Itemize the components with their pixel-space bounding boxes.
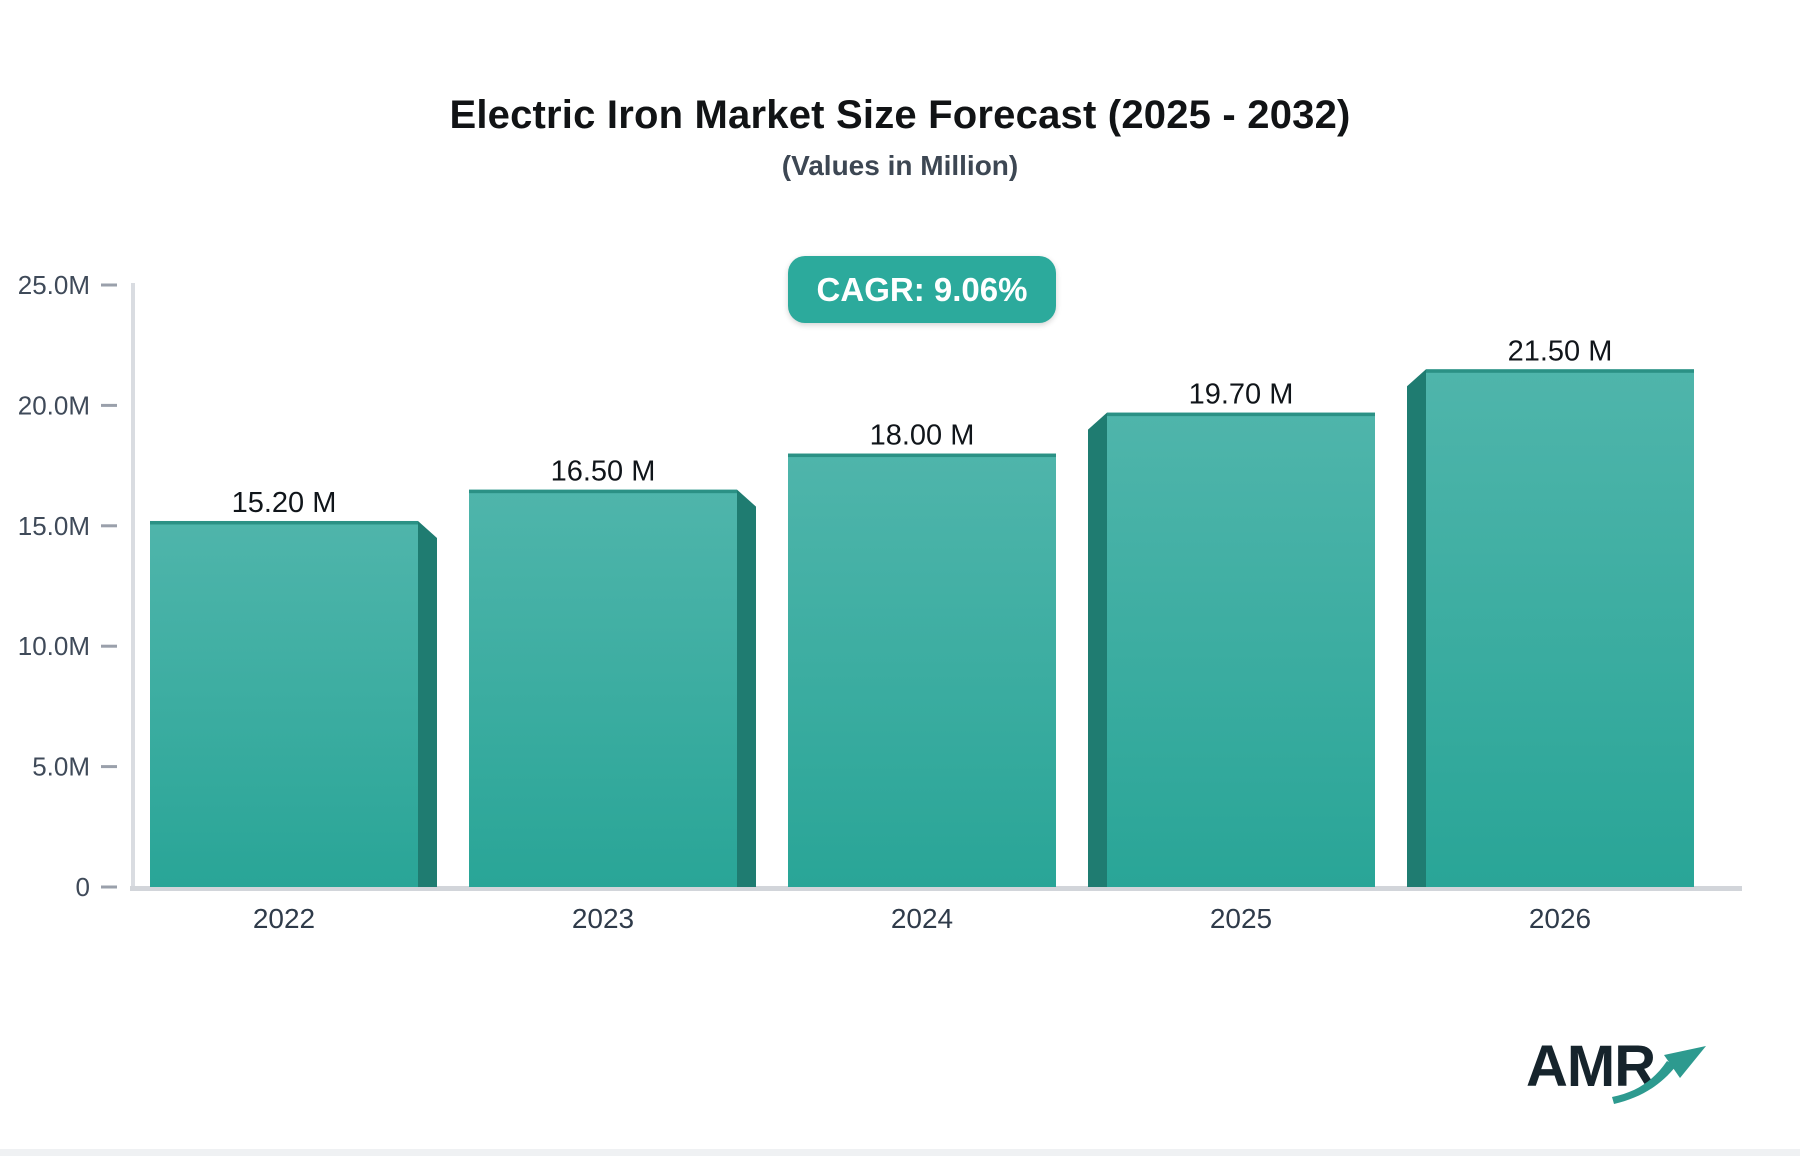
bar-value-label: 19.70 M [1189, 379, 1294, 411]
x-axis-label: 2023 [572, 903, 634, 934]
bar[interactable] [788, 453, 1056, 887]
x-axis-label: 2025 [1210, 903, 1272, 934]
x-axis-label: 2026 [1529, 903, 1591, 934]
bar-side-face [418, 520, 437, 887]
bar-side-face [1088, 412, 1107, 887]
bar-group[interactable]: 21.50 M 2026 [1407, 335, 1694, 934]
y-axis-label: 0 [76, 872, 90, 902]
bar-side-face [737, 489, 756, 887]
page-title: Electric Iron Market Size Forecast (2025… [449, 93, 1351, 137]
bar-group[interactable]: 15.20 M 2022 [150, 487, 437, 934]
y-axis-label: 10.0M [18, 631, 90, 661]
x-axis-label: 2024 [891, 903, 953, 934]
bar[interactable] [150, 520, 418, 887]
bar-top-edge [150, 520, 418, 525]
cagr-badge: CAGR: 9.06% [788, 256, 1056, 323]
y-axis: 25.0M 20.0M 15.0M 10.0M 5.0M 0 [18, 270, 117, 902]
card-bottom-edge [0, 1149, 1800, 1156]
bar[interactable] [1426, 369, 1694, 887]
bar-top-edge [788, 453, 1056, 458]
bar-side-face [1407, 369, 1426, 887]
bar-value-label: 21.50 M [1508, 335, 1613, 367]
growth-arrow-icon [1612, 1046, 1706, 1104]
amr-logo-text: AMR [1526, 1034, 1656, 1099]
bar-top-edge [469, 489, 737, 494]
bar-top-edge [1107, 412, 1375, 417]
bar-value-label: 15.20 M [232, 487, 337, 519]
amr-logo: AMR [1526, 1036, 1716, 1116]
y-axis-label: 5.0M [32, 752, 90, 782]
bar-group[interactable]: 19.70 M 2025 [1088, 379, 1375, 934]
y-axis-label: 25.0M [18, 270, 90, 300]
bar-group[interactable]: 16.50 M 2023 [469, 456, 756, 934]
bar-value-label: 18.00 M [870, 420, 975, 452]
bar-group[interactable]: 18.00 M 2024 [788, 420, 1056, 934]
bar[interactable] [1107, 412, 1375, 887]
x-axis-label: 2022 [253, 903, 315, 934]
chart-subtitle: (Values in Million) [781, 150, 1019, 181]
y-axis-label: 20.0M [18, 390, 90, 420]
bar-value-label: 16.50 M [551, 456, 656, 488]
cagr-badge-label: CAGR: 9.06% [816, 270, 1028, 308]
y-axis-label: 15.0M [18, 511, 90, 541]
bar[interactable] [469, 489, 737, 887]
bar-top-edge [1426, 369, 1694, 373]
